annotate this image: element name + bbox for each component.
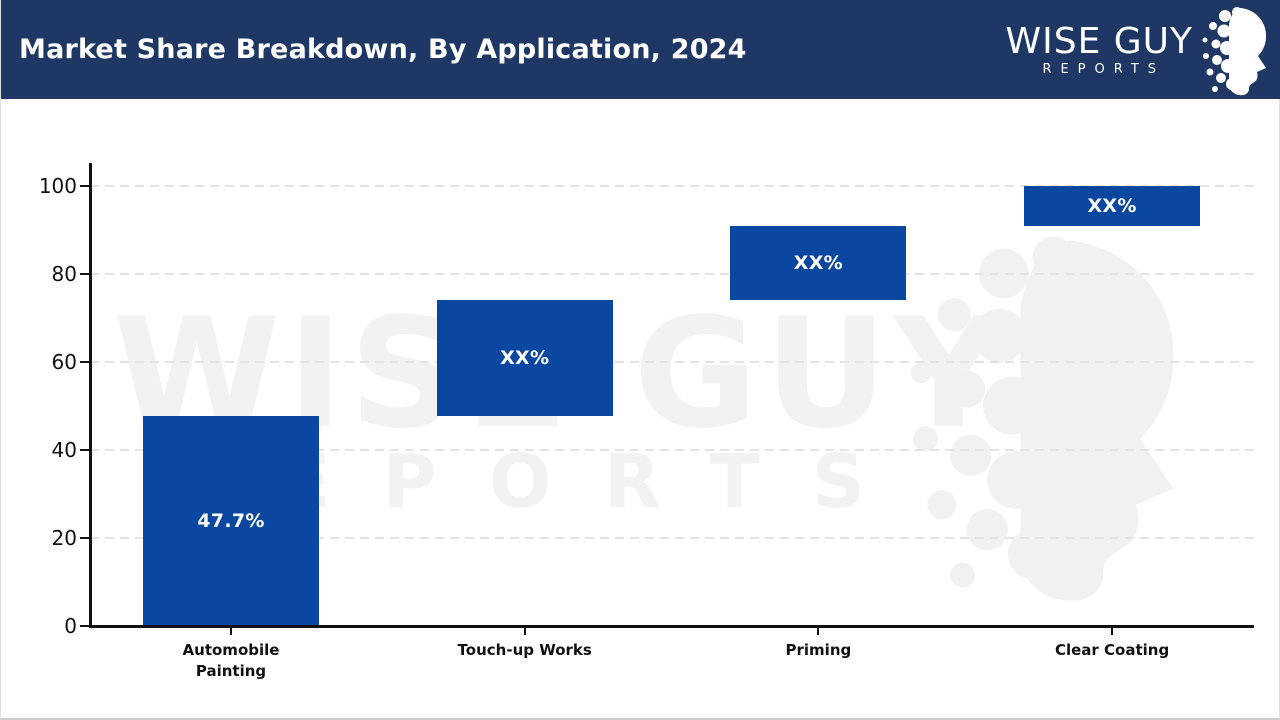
wiseguy-logo-text: WISE GUY REPORTS [1005, 20, 1194, 77]
y-tick-label: 100 [38, 174, 77, 198]
wiseguy-logo: WISE GUY REPORTS [1006, 4, 1280, 96]
y-tick-mark [80, 361, 89, 363]
y-tick-label: 60 [51, 350, 77, 374]
y-gridline [90, 185, 1254, 187]
logo-subtitle: REPORTS [1042, 61, 1166, 77]
bar-segment: XX% [436, 300, 613, 417]
y-gridline [90, 449, 1254, 451]
y-tick-mark [80, 185, 89, 187]
y-tick-mark [80, 449, 89, 451]
y-tick-label: 0 [64, 614, 77, 638]
logo-wordmark: WISE GUY [1005, 20, 1193, 62]
bar-segment: 47.7% [143, 416, 319, 626]
x-tick-mark [523, 627, 526, 635]
x-tick-label: Clear Coating [1054, 641, 1170, 659]
plot-area: WISE GUY REPORTS 0 20 40 60 80 100 47.7% XX% XX%… [1, 99, 1280, 718]
bar-value-label: XX% [1087, 194, 1137, 217]
bar-segment: XX% [730, 225, 907, 301]
bar-value-label: XX% [793, 251, 844, 274]
x-tick-label: Priming [785, 641, 852, 659]
header-banner: Market Share Breakdown, By Application, … [1, 0, 1280, 99]
x-tick-mark [1111, 627, 1114, 635]
y-tick-label: 80 [51, 262, 77, 286]
y-tick-label: 40 [51, 438, 77, 462]
y-axis-spine [89, 163, 92, 628]
bar-value-label: 47.7% [197, 510, 265, 533]
y-tick-mark [80, 625, 89, 627]
bar-value-label: XX% [500, 347, 550, 370]
y-tick-mark [80, 537, 89, 539]
y-tick-label: 20 [51, 526, 77, 550]
y-gridline [90, 273, 1254, 275]
bar-segment: XX% [1024, 186, 1201, 226]
y-tick-mark [80, 273, 89, 275]
x-tick-mark [817, 627, 820, 635]
x-axis-spine [89, 625, 1254, 628]
x-tick-mark [230, 627, 232, 635]
x-tick-label: Automobile Painting [182, 641, 280, 680]
y-gridline [90, 537, 1254, 539]
chart-title: Market Share Breakdown, By Application, … [19, 34, 747, 65]
x-tick-label: Touch-up Works [457, 641, 592, 659]
watermark-head-icon [910, 236, 1174, 601]
y-gridline [90, 361, 1254, 363]
wiseguy-head-icon [1202, 6, 1267, 95]
